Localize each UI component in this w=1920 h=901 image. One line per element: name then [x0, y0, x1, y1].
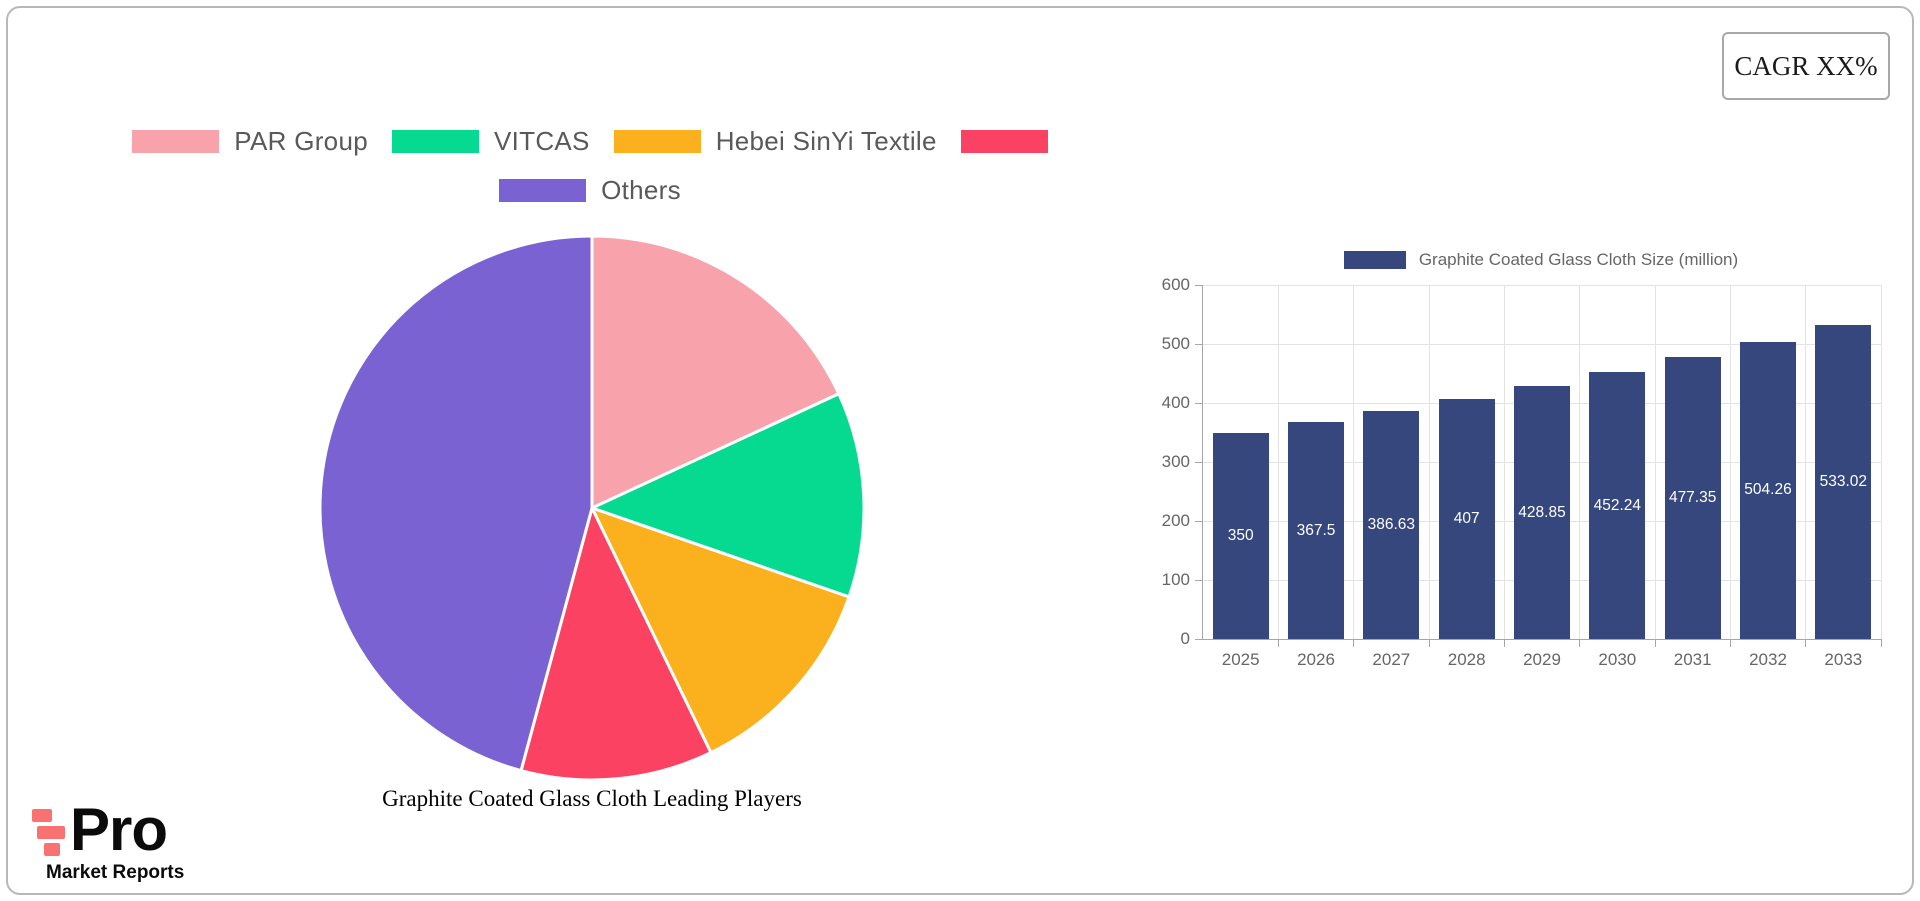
cagr-badge: CAGR XX% — [1722, 32, 1890, 100]
y-axis-label: 300 — [1161, 452, 1190, 471]
x-axis-label: 2027 — [1372, 650, 1411, 669]
x-axis-label: 2025 — [1221, 650, 1260, 669]
x-axis-tick — [1428, 639, 1430, 647]
pie-legend-item: Others — [499, 175, 681, 206]
x-axis-tick — [1579, 639, 1581, 647]
gridline-vertical — [1729, 285, 1731, 639]
logo: Pro Market Reports — [32, 800, 184, 884]
x-axis-tick — [1880, 639, 1882, 647]
pie-legend-item: PAR Group — [132, 126, 368, 157]
pie-legend-swatch — [499, 179, 587, 202]
y-axis-label: 0 — [1180, 629, 1190, 648]
bar-legend-swatch — [1343, 251, 1406, 269]
pie-legend-label: Others — [601, 175, 681, 205]
pie-legend-item — [960, 130, 1048, 153]
y-axis-tick — [1195, 403, 1203, 404]
logo-top: Pro — [32, 800, 184, 860]
pie-legend: PAR Group VITCAS Hebei SinYi Textile Others — [60, 126, 1120, 206]
y-axis-tick — [1195, 344, 1203, 345]
pie-legend-item: Hebei SinYi Textile — [613, 126, 937, 157]
pie-legend-label: Hebei SinYi Textile — [715, 126, 937, 156]
bar: 428.85 — [1514, 385, 1570, 639]
y-axis-label: 100 — [1161, 570, 1190, 589]
y-axis-tick — [1195, 580, 1203, 581]
x-axis-label: 2032 — [1749, 650, 1787, 669]
x-axis-tick — [1805, 639, 1807, 647]
x-axis-label: 2030 — [1598, 650, 1637, 669]
bar-value-label: 477.35 — [1668, 489, 1717, 507]
gridline-vertical — [1880, 285, 1882, 639]
logo-bars-icon — [32, 809, 78, 856]
x-axis-tick — [1353, 639, 1355, 647]
gridline-horizontal — [1203, 344, 1881, 345]
gridline-vertical — [1428, 285, 1430, 639]
pie-legend-swatch — [613, 130, 701, 153]
bar: 477.35 — [1664, 357, 1721, 639]
bar-value-label: 367.5 — [1296, 521, 1336, 539]
y-axis-tick — [1195, 462, 1203, 463]
bar-value-label: 407 — [1453, 509, 1480, 527]
pie-legend-swatch — [391, 130, 479, 153]
x-axis-tick — [1277, 639, 1279, 647]
pie-slice — [519, 506, 713, 782]
x-axis-tick — [1729, 639, 1731, 647]
gridline-vertical — [1805, 285, 1807, 639]
bar-value-label: 504.26 — [1744, 481, 1792, 499]
x-axis-label: 2033 — [1824, 650, 1863, 669]
gridline-vertical — [1353, 285, 1355, 639]
bar: 407 — [1438, 398, 1495, 639]
gridline-vertical — [1654, 285, 1656, 639]
x-axis-label: 2026 — [1297, 650, 1335, 669]
y-axis-label: 400 — [1161, 393, 1190, 412]
y-axis-label: 600 — [1161, 275, 1190, 294]
pie-legend-row: PAR Group VITCAS Hebei SinYi Textile — [132, 126, 1048, 157]
bar: 504.26 — [1740, 341, 1796, 639]
y-axis-tick — [1195, 285, 1203, 286]
bar-value-label: 533.02 — [1819, 472, 1868, 490]
bar: 533.02 — [1815, 324, 1872, 639]
x-axis-label: 2031 — [1673, 650, 1712, 669]
pie-chart — [318, 234, 866, 782]
bar-chart-plot: 0 100 200 300 400 500 600 350 2025 367.5 2026 386.6… — [1162, 275, 1882, 669]
gridline-vertical — [1503, 285, 1505, 639]
gridline-vertical — [1579, 285, 1581, 639]
y-axis-tick — [1195, 639, 1203, 640]
x-axis-label: 2029 — [1523, 650, 1561, 669]
bar: 386.63 — [1363, 410, 1420, 639]
y-axis-label: 200 — [1161, 511, 1190, 530]
y-axis-label: 500 — [1161, 334, 1190, 353]
pie-slice — [590, 392, 866, 599]
pie-legend-label: PAR Group — [234, 126, 368, 156]
bar-value-label: 386.63 — [1367, 515, 1416, 533]
pie-title: Graphite Coated Glass Cloth Leading Play… — [382, 786, 802, 811]
pie-legend-swatch — [132, 130, 220, 153]
pie-legend-row: Others — [499, 175, 681, 206]
pie-legend-swatch — [960, 130, 1048, 153]
gridline-horizontal — [1203, 285, 1881, 286]
bar-value-label: 350 — [1227, 526, 1254, 544]
y-axis-tick — [1195, 521, 1203, 522]
gridline-vertical — [1277, 285, 1279, 639]
x-axis-label: 2028 — [1447, 650, 1486, 669]
bar-value-label: 428.85 — [1518, 503, 1566, 521]
bar-legend: Graphite Coated Glass Cloth Size (millio… — [1202, 247, 1880, 273]
x-axis-tick — [1654, 639, 1656, 647]
pie-slice — [590, 234, 841, 510]
bar: 350 — [1212, 432, 1269, 639]
x-axis-tick — [1503, 639, 1505, 647]
bar: 452.24 — [1589, 372, 1646, 639]
pie-slice — [318, 234, 594, 773]
logo-subtitle: Market Reports — [46, 862, 185, 883]
bar-value-label: 452.24 — [1593, 496, 1642, 514]
pie-legend-item: VITCAS — [391, 126, 590, 157]
bar-legend-label: Graphite Coated Glass Cloth Size (millio… — [1418, 250, 1739, 269]
logo-title: Pro — [70, 796, 168, 863]
bar: 367.5 — [1288, 422, 1344, 639]
pie-legend-label: VITCAS — [493, 126, 590, 156]
cagr-badge-label: CAGR XX% — [1734, 50, 1878, 81]
pie-slice — [590, 506, 851, 755]
